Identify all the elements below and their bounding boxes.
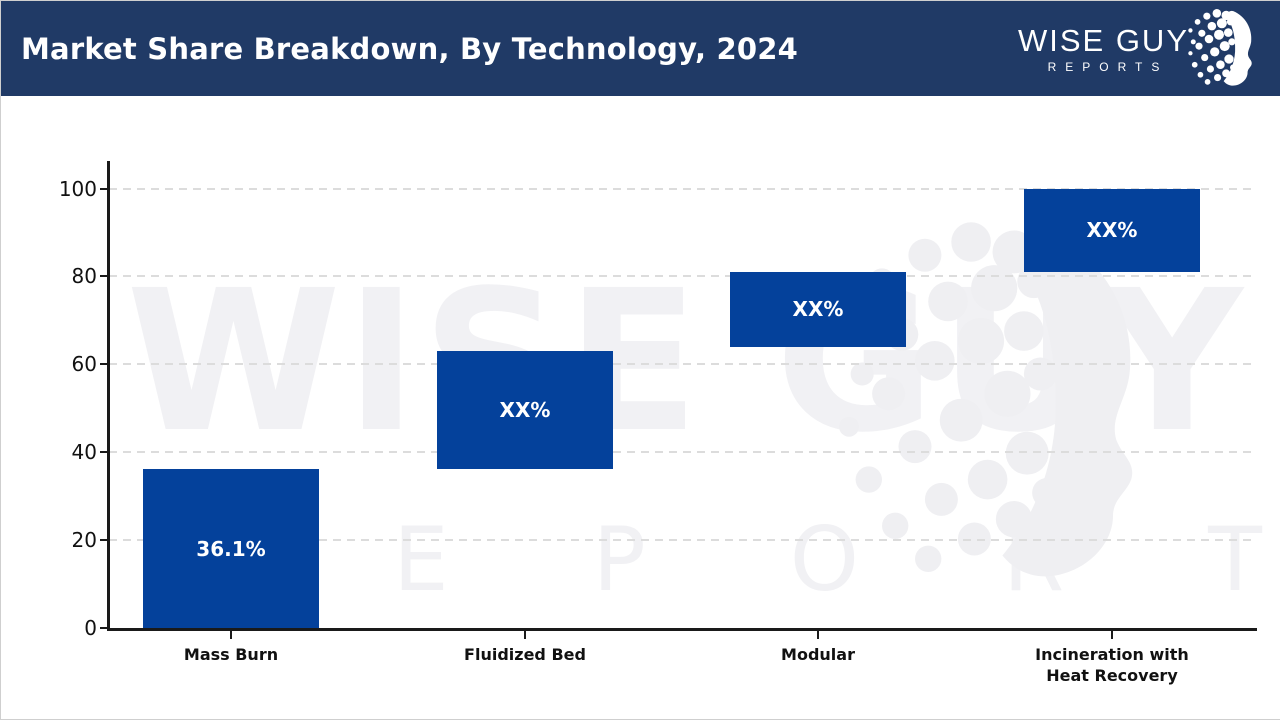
y-tick-label-0: 0: [84, 616, 97, 640]
brand-subname: REPORTS: [1047, 59, 1169, 74]
y-tick-mark-80: [100, 275, 107, 278]
gridline-20: [109, 539, 1256, 542]
bar-value-label: XX%: [1086, 218, 1138, 243]
y-tick-label-40: 40: [71, 440, 97, 465]
y-tick-mark-20: [100, 539, 107, 542]
x-tick-mark-incineration-with-heat-recovery: [1111, 631, 1113, 639]
dotted-head-icon: [1183, 9, 1255, 89]
bar-incineration-with-heat-recovery: XX%: [1024, 188, 1200, 272]
bar-mass-burn: 36.1%: [143, 469, 319, 628]
x-tick-mark-fluidized-bed: [524, 631, 526, 639]
x-category-label-mass-burn: Mass Burn: [183, 645, 279, 664]
watermark-subtext: R E P O R T S: [188, 508, 1280, 611]
chart-title: Market Share Breakdown, By Technology, 2…: [21, 31, 799, 66]
x-tick-mark-modular: [817, 631, 819, 639]
y-axis-line: [107, 161, 110, 631]
chart-area: WISE GUY R E P O R T S 0 20 40 60 80 100 36.1%…: [1, 96, 1280, 719]
y-tick-mark-100: [100, 187, 107, 190]
y-tick-label-20: 20: [71, 528, 97, 553]
brand-logo: WISE GUY REPORTS: [1018, 9, 1255, 89]
y-tick-label-60: 60: [71, 352, 97, 377]
bar-value-label: 36.1%: [196, 536, 266, 561]
y-tick-label-100: 100: [58, 176, 97, 201]
header-bar: Market Share Breakdown, By Technology, 2…: [1, 1, 1280, 96]
watermark-brand-text: WISE GUY: [126, 248, 1247, 475]
bar-modular: XX%: [730, 272, 906, 347]
x-category-label-fluidized-bed: Fluidized Bed: [464, 645, 586, 664]
bar-fluidized-bed: XX%: [437, 351, 613, 470]
y-tick-mark-40: [100, 451, 107, 454]
brand-name: WISE GUY: [1017, 22, 1189, 58]
x-category-label-modular: Modular: [781, 645, 855, 664]
bar-value-label: XX%: [499, 398, 551, 423]
x-tick-mark-mass-burn: [230, 631, 232, 639]
brand-logo-text: WISE GUY REPORTS: [1018, 25, 1189, 73]
gridline-40: [109, 451, 1256, 454]
y-tick-label-80: 80: [71, 264, 97, 289]
y-tick-mark-60: [100, 363, 107, 366]
x-category-label-incineration-with-heat-recovery: Incineration with Heat Recovery: [1035, 645, 1189, 685]
gridline-80: [109, 275, 1256, 278]
bar-value-label: XX%: [792, 297, 844, 322]
x-axis-line: [107, 628, 1257, 631]
gridline-100: [109, 187, 1256, 190]
gridline-60: [109, 363, 1256, 366]
y-tick-mark-0: [100, 627, 107, 629]
